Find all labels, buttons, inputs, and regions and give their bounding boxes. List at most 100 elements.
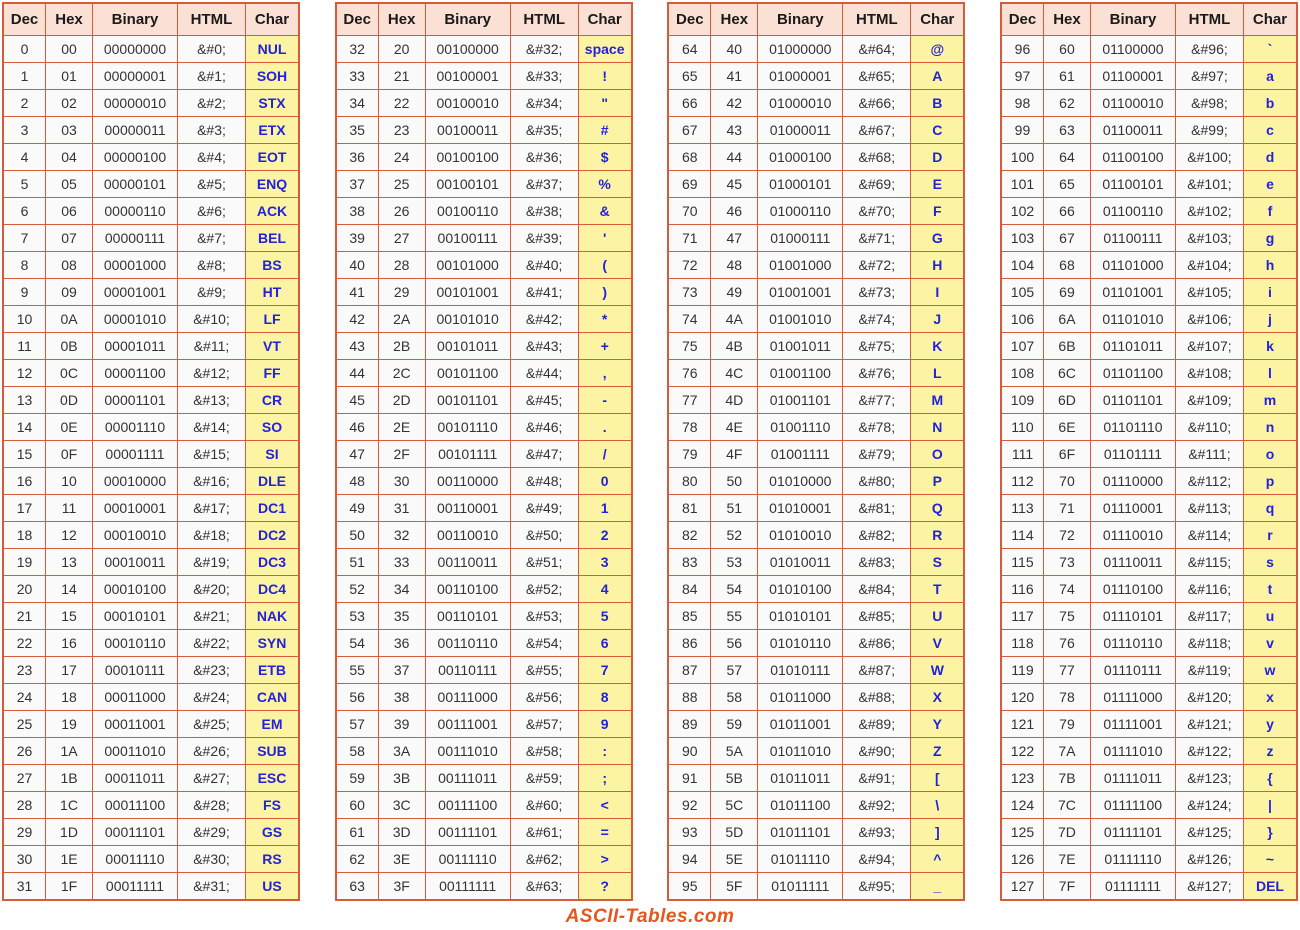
char-cell: C [910, 116, 965, 144]
dec-cell: 98 [1000, 89, 1044, 117]
ascii-table-body: 64 40 01000000 &#64; @65 41 01000001 &#65; A 66 42… [667, 35, 965, 901]
char-cell: 2 [577, 521, 633, 549]
dec-cell: 30 [2, 845, 46, 873]
dec-cell: 113 [1000, 494, 1044, 522]
table-row: 72 48 01001000 &#72; H [667, 251, 965, 279]
table-row: 73 49 01001001 &#73; I [667, 278, 965, 306]
dec-cell: 1 [2, 62, 46, 90]
char-cell: ; [577, 764, 633, 792]
binary-cell: 01100000 [1089, 35, 1176, 63]
hex-cell: 77 [1042, 656, 1091, 684]
html-cell: &#64; [842, 35, 912, 63]
html-cell: &#84; [842, 575, 912, 603]
column-header-dec: Dec [667, 2, 712, 36]
dec-cell: 46 [335, 413, 379, 441]
binary-cell: 00000101 [92, 170, 178, 198]
table-row: 61 3D 00111101 &#61; = [335, 818, 633, 846]
dec-cell: 55 [335, 656, 379, 684]
hex-cell: 1B [45, 764, 93, 792]
char-cell: U [910, 602, 965, 630]
binary-cell: 01110111 [1089, 656, 1176, 684]
html-cell: &#104; [1174, 251, 1244, 279]
dec-cell: 117 [1000, 602, 1044, 630]
dec-cell: 65 [667, 62, 712, 90]
binary-cell: 01110101 [1089, 602, 1176, 630]
dec-cell: 31 [2, 872, 46, 901]
char-cell: y [1242, 710, 1298, 738]
char-cell: H [910, 251, 965, 279]
table-row: 18 12 00010010 &#18; DC2 [2, 521, 300, 549]
dec-cell: 100 [1000, 143, 1044, 171]
char-cell: _ [910, 872, 965, 901]
char-cell: SO [245, 413, 300, 441]
footer-link[interactable]: ASCII-Tables.com [565, 906, 735, 927]
char-cell: h [1242, 251, 1298, 279]
char-cell: & [577, 197, 633, 225]
dec-cell: 111 [1000, 440, 1044, 468]
binary-cell: 00011111 [92, 872, 178, 901]
header-row: Dec Hex Binary HTML Char [335, 2, 633, 36]
table-row: 15 0F 00001111 &#15; SI [2, 440, 300, 468]
dec-cell: 25 [2, 710, 46, 738]
char-cell: b [1242, 89, 1298, 117]
table-row: 43 2B 00101011 &#43; + [335, 332, 633, 360]
table-row: 78 4E 01001110 &#78; N [667, 413, 965, 441]
char-cell: FF [245, 359, 300, 387]
hex-cell: 73 [1042, 548, 1091, 576]
hex-cell: 3E [377, 845, 426, 873]
hex-cell: 2A [377, 305, 426, 333]
column-header-hex: Hex [377, 2, 426, 36]
dec-cell: 76 [667, 359, 712, 387]
char-cell: ) [577, 278, 633, 306]
table-row: 114 72 01110010 &#114; r [1000, 521, 1298, 549]
binary-cell: 00001110 [92, 413, 178, 441]
table-row: 54 36 00110110 &#54; 6 [335, 629, 633, 657]
table-row: 66 42 01000010 &#66; B [667, 89, 965, 117]
html-cell: &#81; [842, 494, 912, 522]
table-row: 29 1D 00011101 &#29; GS [2, 818, 300, 846]
dec-cell: 6 [2, 197, 46, 225]
html-cell: &#57; [509, 710, 579, 738]
dec-cell: 60 [335, 791, 379, 819]
dec-cell: 39 [335, 224, 379, 252]
char-cell: u [1242, 602, 1298, 630]
table-row: 27 1B 00011011 &#27; ESC [2, 764, 300, 792]
char-cell: q [1242, 494, 1298, 522]
char-cell: ETX [245, 116, 300, 144]
dec-cell: 8 [2, 251, 46, 279]
binary-cell: 00010110 [92, 629, 178, 657]
html-cell: &#42; [509, 305, 579, 333]
dec-cell: 32 [335, 35, 379, 63]
html-cell: &#76; [842, 359, 912, 387]
html-cell: &#31; [177, 872, 246, 901]
hex-cell: 7C [1042, 791, 1091, 819]
binary-cell: 01100110 [1089, 197, 1176, 225]
table-row: 79 4F 01001111 &#79; O [667, 440, 965, 468]
hex-cell: 03 [45, 116, 93, 144]
dec-cell: 88 [667, 683, 712, 711]
char-cell: " [577, 89, 633, 117]
binary-cell: 00010010 [92, 521, 178, 549]
hex-cell: 43 [710, 116, 759, 144]
dec-cell: 24 [2, 683, 46, 711]
binary-cell: 01001111 [757, 440, 844, 468]
table-row: 25 19 00011001 &#25; EM [2, 710, 300, 738]
char-cell: m [1242, 386, 1298, 414]
table-header: Dec Hex Binary HTML Char [2, 2, 300, 36]
dec-cell: 11 [2, 332, 46, 360]
dec-cell: 21 [2, 602, 46, 630]
binary-cell: 01011011 [757, 764, 844, 792]
table-row: 34 22 00100010 &#34; " [335, 89, 633, 117]
ascii-table-32-63: Dec Hex Binary HTML Char 32 20 00100000 &#3… [334, 2, 633, 901]
binary-cell: 00000111 [92, 224, 178, 252]
hex-cell: 51 [710, 494, 759, 522]
dec-cell: 108 [1000, 359, 1044, 387]
html-cell: &#107; [1174, 332, 1244, 360]
dec-cell: 54 [335, 629, 379, 657]
table-row: 75 4B 01001011 &#75; K [667, 332, 965, 360]
char-cell: EOT [245, 143, 300, 171]
html-cell: &#112; [1174, 467, 1244, 495]
html-cell: &#88; [842, 683, 912, 711]
html-cell: &#53; [509, 602, 579, 630]
html-cell: &#44; [509, 359, 579, 387]
